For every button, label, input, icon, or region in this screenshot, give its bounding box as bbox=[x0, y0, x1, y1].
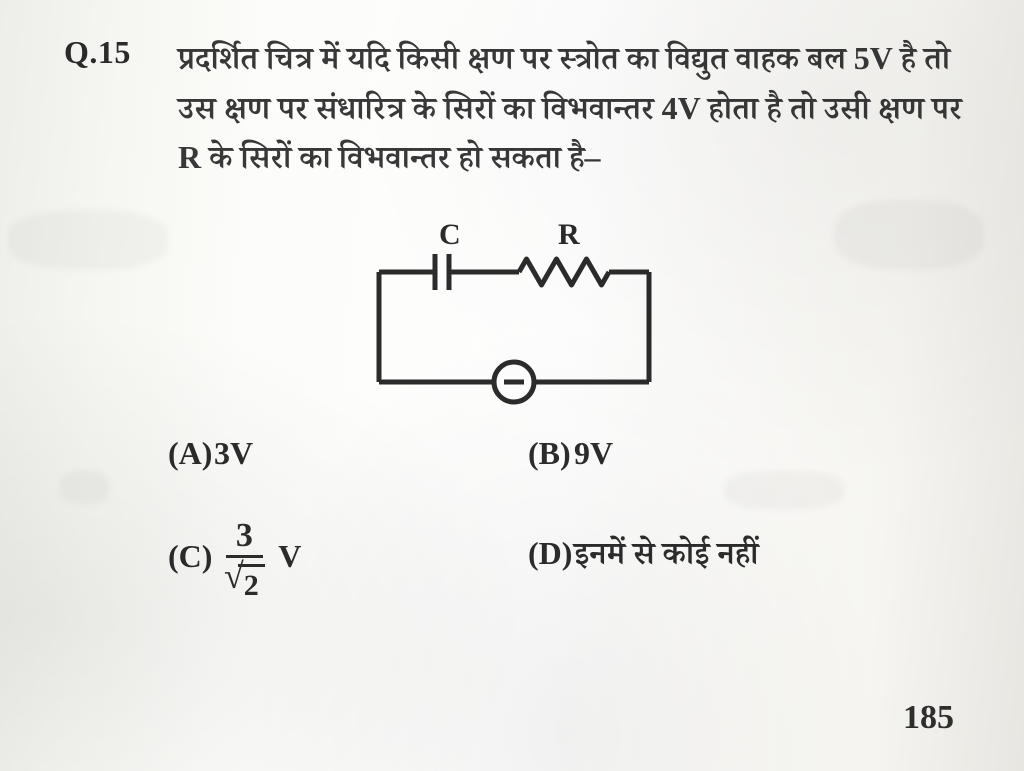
svg-text:R: R bbox=[558, 218, 580, 251]
scan-smudge bbox=[60, 470, 110, 504]
option-c-fraction: 3 √ 2 bbox=[224, 518, 265, 605]
exam-page: Q.15 प्रदर्शित चित्र में यदि किसी क्षण प… bbox=[0, 0, 1024, 771]
scan-smudge bbox=[834, 200, 984, 270]
svg-text:C: C bbox=[439, 218, 461, 251]
option-a: (A)3V bbox=[168, 435, 528, 472]
option-d-label: (D) bbox=[528, 535, 574, 572]
radical-sign: √ bbox=[224, 560, 238, 592]
question-text: प्रदर्शित चित्र में यदि किसी क्षण पर स्त… bbox=[178, 34, 964, 183]
option-d: (D)इनमें से कोई नहीं bbox=[528, 534, 964, 584]
option-d-value: इनमें से कोई नहीं bbox=[574, 535, 758, 571]
sqrt-symbol: √ 2 bbox=[224, 560, 265, 605]
scan-smudge bbox=[724, 470, 844, 510]
circuit-svg: CR bbox=[349, 217, 679, 417]
option-b-value: 9V bbox=[574, 435, 613, 471]
question-number: Q.15 bbox=[64, 34, 152, 71]
option-c-numerator: 3 bbox=[226, 518, 263, 559]
option-c-label: (C) bbox=[168, 538, 214, 575]
option-c-denominator: √ 2 bbox=[224, 558, 265, 605]
option-b-label: (B) bbox=[528, 435, 574, 472]
question-row: Q.15 प्रदर्शित चित्र में यदि किसी क्षण प… bbox=[64, 34, 964, 183]
option-a-value: 3V bbox=[214, 435, 253, 471]
option-c: (C) 3 √ 2 V bbox=[168, 516, 528, 603]
option-c-suffix: V bbox=[278, 538, 301, 574]
option-b: (B)9V bbox=[528, 435, 964, 472]
scan-smudge bbox=[8, 210, 168, 270]
option-c-radicand: 2 bbox=[238, 564, 265, 605]
circuit-diagram: CR bbox=[64, 217, 964, 417]
option-a-label: (A) bbox=[168, 435, 214, 472]
options-grid: (A)3V (B)9V (C) 3 √ 2 V (D)इनमें से कोई … bbox=[168, 435, 964, 603]
page-number: 185 bbox=[903, 699, 954, 737]
